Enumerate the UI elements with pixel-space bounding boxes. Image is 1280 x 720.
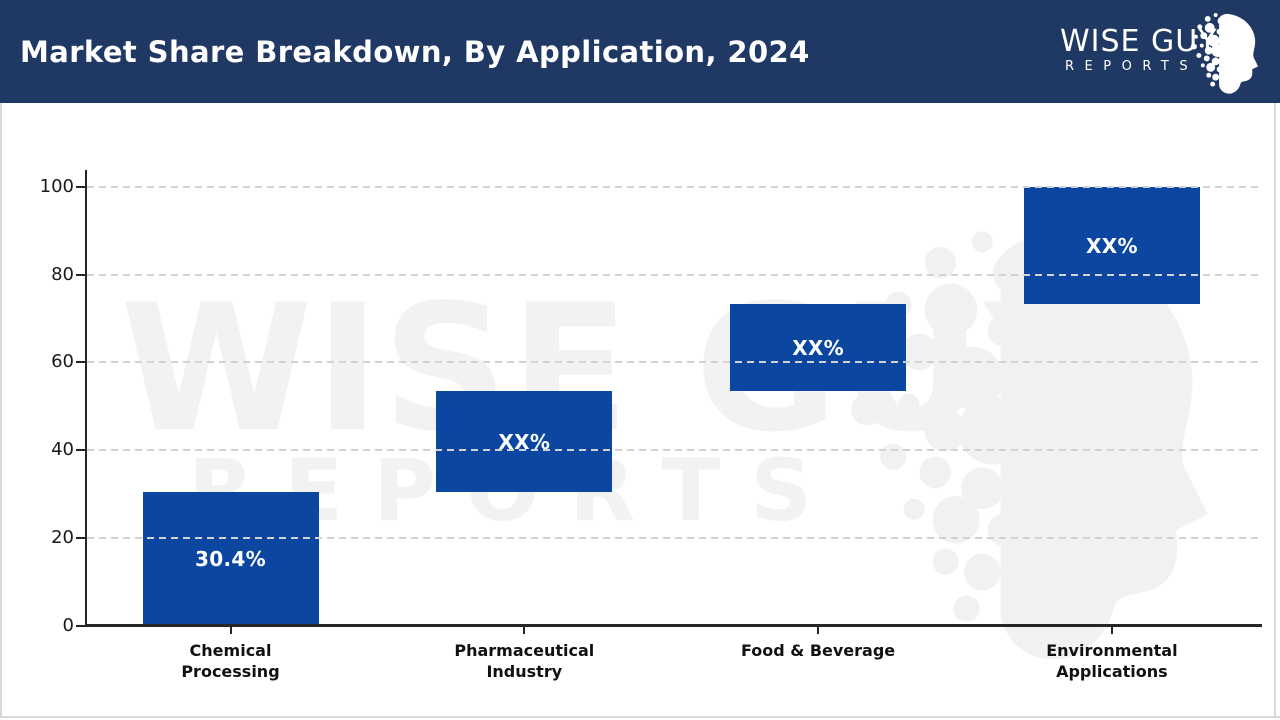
x-category-label-pharmaceutical-industry: Pharmaceutical Industry bbox=[409, 640, 639, 682]
card-border-bottom bbox=[0, 716, 1280, 718]
gridline-20 bbox=[87, 536, 1262, 539]
y-tick-label-100: 100 bbox=[39, 176, 74, 197]
bar-value-label: XX% bbox=[792, 335, 844, 360]
logo-dotted-head-icon bbox=[1190, 13, 1259, 94]
bar-chemical-processing: 30.4% bbox=[142, 492, 319, 626]
logo-wiseguy-label: WISE GUY bbox=[1060, 24, 1218, 59]
y-tick-mark-80 bbox=[76, 273, 85, 276]
y-tick-label-40: 40 bbox=[51, 439, 74, 461]
bar-food-beverage: XX% bbox=[730, 304, 907, 392]
x-tick-mark-food-beverage bbox=[817, 627, 820, 634]
x-category-label-chemical-processing: Chemical Processing bbox=[116, 640, 346, 682]
y-tick-label-60: 60 bbox=[51, 351, 74, 373]
y-tick-label-0: 0 bbox=[62, 614, 74, 636]
x-tick-mark-environmental-applications bbox=[1110, 627, 1113, 634]
logo-reports-label: REPORTS bbox=[1065, 59, 1199, 74]
x-axis-line bbox=[87, 624, 1262, 627]
x-tick-mark-pharmaceutical-industry bbox=[523, 627, 526, 634]
card-border-right bbox=[1274, 103, 1276, 718]
x-category-label-line: Processing bbox=[181, 662, 280, 681]
y-axis-line bbox=[85, 170, 87, 627]
bar-pharmaceutical-industry: XX% bbox=[436, 391, 613, 493]
y-tick-mark-20 bbox=[76, 536, 85, 539]
y-tick-mark-0 bbox=[76, 624, 85, 627]
x-category-label-environmental-applications: Environmental Applications bbox=[997, 640, 1227, 682]
card-border-left bbox=[0, 103, 2, 718]
gridline-40 bbox=[87, 449, 1262, 452]
wise-guy-logo: WISE GUY REPORTS bbox=[1022, 4, 1270, 100]
x-category-label-line: Food & Beverage bbox=[741, 641, 896, 660]
y-tick-mark-100 bbox=[76, 186, 85, 188]
logo-text: WISE GUY REPORTS bbox=[1060, 24, 1218, 75]
x-category-label-line: Environmental bbox=[1046, 641, 1178, 660]
y-tick-label-80: 80 bbox=[51, 263, 74, 285]
y-tick-label-20: 20 bbox=[51, 526, 74, 548]
bar-environmental-applications: XX% bbox=[1023, 187, 1200, 305]
gridline-60 bbox=[87, 361, 1262, 364]
x-category-label-line: Pharmaceutical bbox=[454, 641, 595, 660]
x-category-label-line: Industry bbox=[486, 662, 563, 681]
x-category-label-line: Applications bbox=[1056, 662, 1168, 681]
gridline-80 bbox=[87, 273, 1262, 276]
gridline-100 bbox=[87, 186, 1262, 188]
bar-value-label: 30.4% bbox=[195, 546, 266, 571]
x-category-label-line: Chemical bbox=[189, 641, 272, 660]
bar-value-label: XX% bbox=[1086, 233, 1138, 258]
x-category-label-food-beverage: Food & Beverage bbox=[703, 640, 933, 661]
page-title: Market Share Breakdown, By Application, … bbox=[20, 34, 810, 69]
y-tick-mark-40 bbox=[76, 449, 85, 452]
x-tick-mark-chemical-processing bbox=[229, 627, 232, 634]
y-tick-mark-60 bbox=[76, 361, 85, 364]
header-bar: Market Share Breakdown, By Application, … bbox=[0, 0, 1280, 103]
